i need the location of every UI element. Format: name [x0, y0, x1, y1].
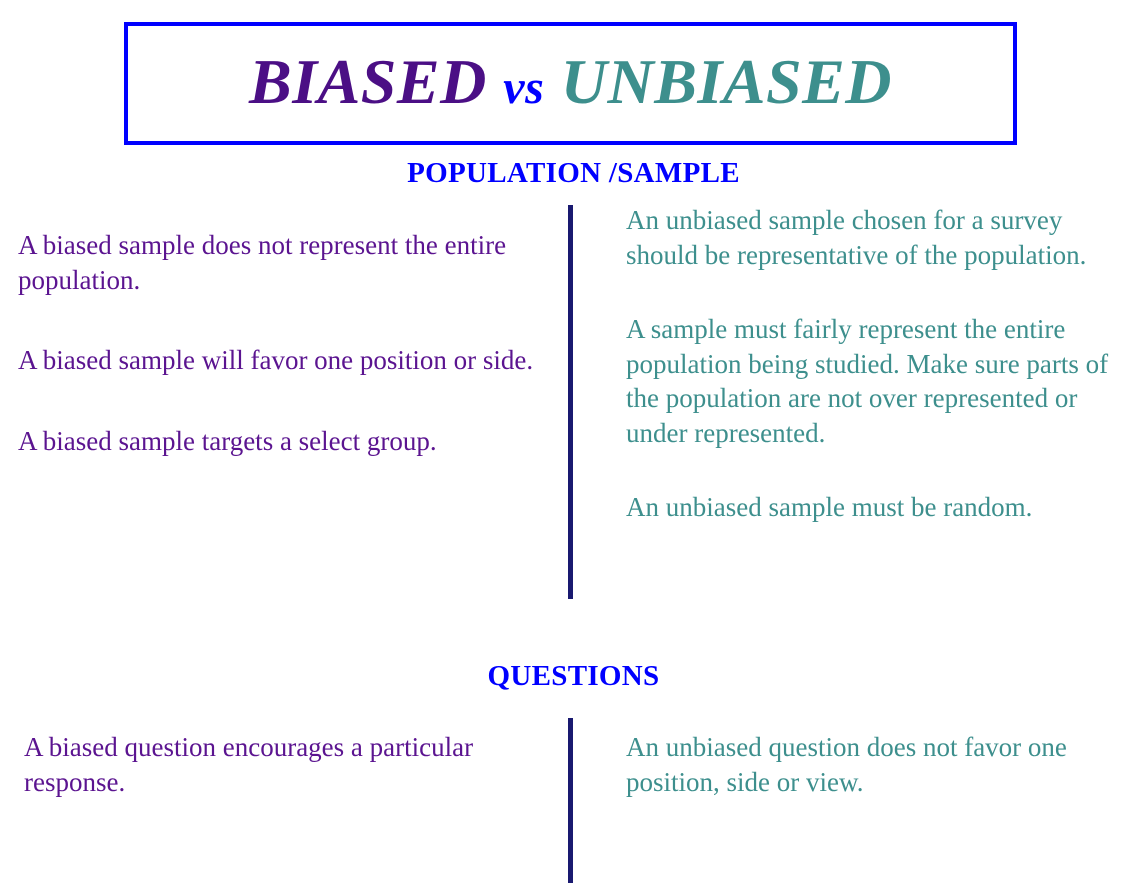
title-box: BIASED vs UNBIASED: [124, 22, 1017, 145]
section-divider-questions: [568, 718, 573, 883]
population-unbiased-item-2: A sample must fairly represent the entir…: [626, 314, 1109, 448]
title-word-vs: vs: [503, 60, 545, 114]
section-heading-population-sample: POPULATION /SAMPLE: [407, 157, 740, 189]
population-unbiased-column: An unbiased sample chosen for a survey s…: [626, 203, 1136, 525]
questions-biased-column: A biased question encourages a particula…: [24, 730, 554, 799]
population-biased-item-3: A biased sample targets a select group.: [18, 425, 437, 456]
population-biased-item-1: A biased sample does not represent the e…: [18, 230, 507, 295]
population-unbiased-item-1: An unbiased sample chosen for a survey s…: [626, 205, 1087, 270]
section-divider-population: [568, 205, 573, 599]
title-word-biased: BIASED: [249, 45, 487, 117]
population-biased-column: A biased sample does not represent the e…: [18, 228, 548, 458]
section-heading-questions: QUESTIONS: [487, 660, 660, 692]
title-word-unbiased: UNBIASED: [560, 45, 892, 117]
page-title: BIASED vs UNBIASED: [249, 49, 892, 114]
questions-unbiased-column: An unbiased question does not favor one …: [626, 730, 1136, 799]
population-biased-item-2: A biased sample will favor one position …: [18, 345, 534, 376]
questions-unbiased-item-1: An unbiased question does not favor one …: [626, 732, 1067, 797]
population-unbiased-item-3: An unbiased sample must be random.: [626, 492, 1033, 523]
questions-biased-item-1: A biased question encourages a particula…: [24, 732, 474, 797]
